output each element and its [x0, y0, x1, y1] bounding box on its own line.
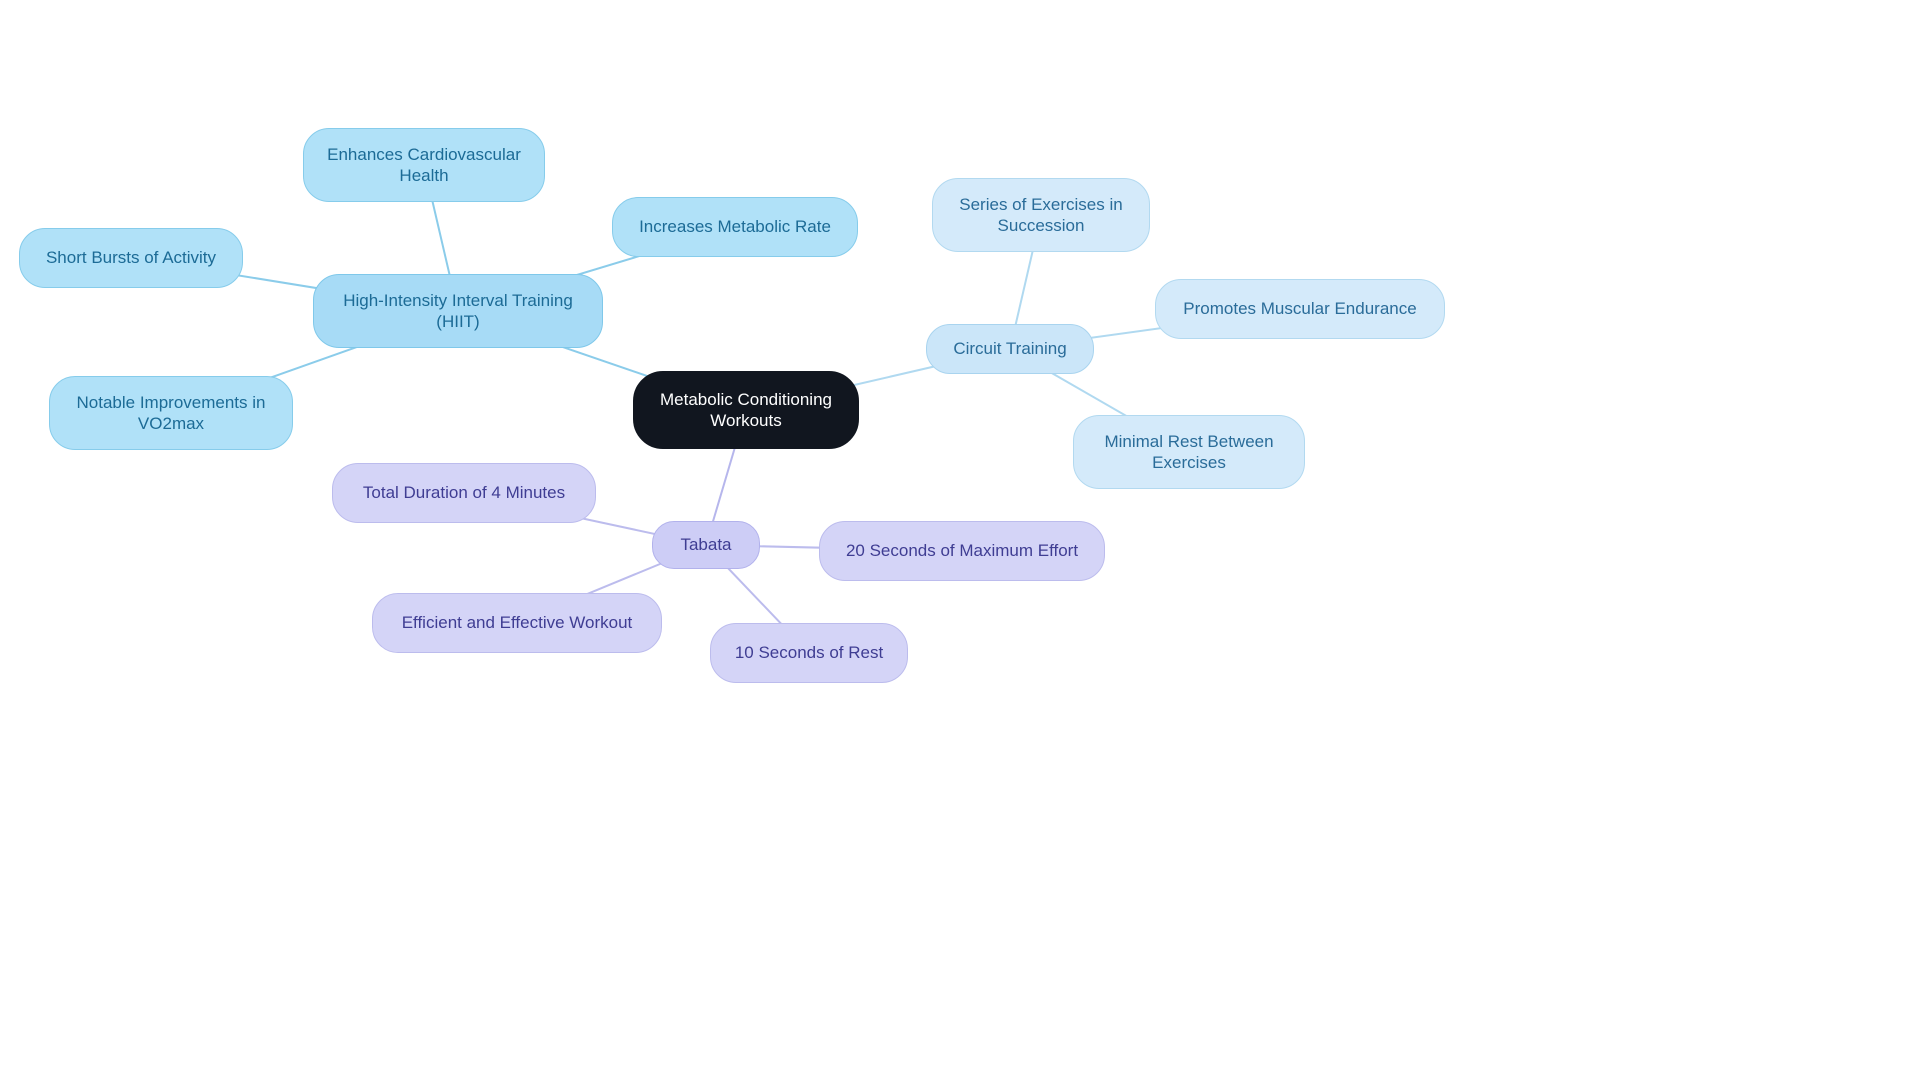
node-hiit_bursts: Short Bursts of Activity [19, 228, 243, 288]
node-label: 20 Seconds of Maximum Effort [846, 540, 1078, 561]
node-circuit_rest: Minimal Rest Between Exercises [1073, 415, 1305, 489]
node-label: Increases Metabolic Rate [639, 216, 831, 237]
node-label: Short Bursts of Activity [46, 247, 216, 268]
node-tabata: Tabata [652, 521, 760, 569]
node-label: Total Duration of 4 Minutes [363, 482, 565, 503]
node-tabata_20s: 20 Seconds of Maximum Effort [819, 521, 1105, 581]
node-label: Metabolic Conditioning Workouts [652, 389, 840, 432]
node-circuit: Circuit Training [926, 324, 1094, 374]
node-tabata_efficient: Efficient and Effective Workout [372, 593, 662, 653]
node-label: Notable Improvements in VO2max [68, 392, 274, 435]
node-circuit_series: Series of Exercises in Succession [932, 178, 1150, 252]
node-label: Efficient and Effective Workout [402, 612, 633, 633]
node-label: High-Intensity Interval Training (HIIT) [332, 290, 584, 333]
node-root: Metabolic Conditioning Workouts [633, 371, 859, 449]
node-label: Tabata [680, 534, 731, 555]
node-label: Circuit Training [953, 338, 1066, 359]
node-hiit_metabolic: Increases Metabolic Rate [612, 197, 858, 257]
node-circuit_endurance: Promotes Muscular Endurance [1155, 279, 1445, 339]
node-hiit_cardio: Enhances Cardiovascular Health [303, 128, 545, 202]
node-label: Minimal Rest Between Exercises [1092, 431, 1286, 474]
node-hiit_vo2: Notable Improvements in VO2max [49, 376, 293, 450]
node-label: 10 Seconds of Rest [735, 642, 883, 663]
node-tabata_4min: Total Duration of 4 Minutes [332, 463, 596, 523]
node-hiit: High-Intensity Interval Training (HIIT) [313, 274, 603, 348]
node-label: Series of Exercises in Succession [951, 194, 1131, 237]
node-tabata_10s: 10 Seconds of Rest [710, 623, 908, 683]
node-label: Enhances Cardiovascular Health [322, 144, 526, 187]
node-label: Promotes Muscular Endurance [1183, 298, 1416, 319]
